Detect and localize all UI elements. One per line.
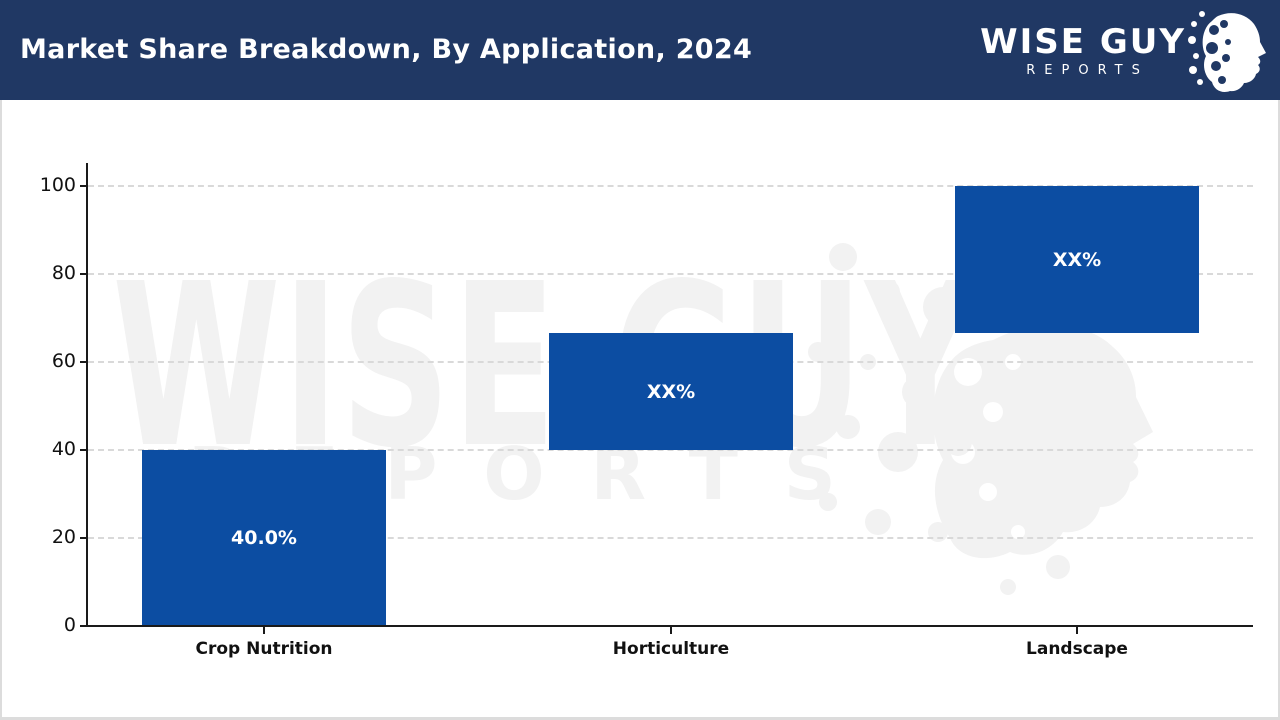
- y-tick-label-20: 20: [51, 526, 76, 548]
- x-tick-horticulture: [670, 627, 672, 634]
- gridline-40: [88, 449, 1253, 451]
- page-border-left: [0, 100, 2, 720]
- page-border-bottom: [0, 717, 1280, 720]
- gridline-80: [88, 273, 1253, 275]
- x-tick-label-crop-nutrition: Crop Nutrition: [195, 639, 333, 659]
- bar-value-label: XX%: [1052, 248, 1102, 271]
- page-title: Market Share Breakdown, By Application, …: [20, 34, 753, 65]
- y-tick-label-80: 80: [51, 262, 76, 284]
- header-bar: Market Share Breakdown, By Application, …: [0, 0, 1280, 100]
- logo-subtitle: REPORTS: [1026, 63, 1149, 78]
- logo-face-icon: [1188, 11, 1266, 92]
- x-tick-crop-nutrition: [263, 627, 265, 634]
- gridline-100: [88, 185, 1253, 187]
- y-tick-80: [80, 273, 88, 275]
- page-border-right: [1278, 100, 1280, 720]
- x-tick-landscape: [1076, 627, 1078, 634]
- y-tick-60: [80, 361, 88, 363]
- y-axis-line: [86, 163, 88, 626]
- bar-crop-nutrition: 40.0%: [142, 450, 386, 626]
- x-tick-label-landscape: Landscape: [1026, 639, 1128, 659]
- y-tick-label-60: 60: [51, 350, 76, 372]
- y-tick-100: [80, 185, 88, 187]
- x-tick-label-horticulture: Horticulture: [612, 639, 730, 659]
- bar-horticulture: XX%: [549, 333, 793, 450]
- y-tick-20: [80, 537, 88, 539]
- logo-wordmark: WISE GUY: [980, 22, 1186, 62]
- gridline-20: [88, 537, 1253, 539]
- brand-logo: WISE GUY REPORTS: [980, 8, 1266, 92]
- bar-value-label: 40.0%: [231, 527, 297, 549]
- y-tick-label-0: 0: [63, 614, 76, 636]
- y-tick-40: [80, 449, 88, 451]
- x-axis-line: [86, 625, 1253, 627]
- watermark-wordmark: WISE GUY: [112, 236, 978, 498]
- y-tick-label-40: 40: [51, 438, 76, 460]
- bar-value-label: XX%: [646, 380, 696, 403]
- bar-landscape: XX%: [955, 186, 1199, 334]
- y-tick-label-100: 100: [39, 174, 76, 196]
- y-tick-0: [80, 625, 88, 627]
- brand-logo-text: WISE GUY REPORTS: [980, 22, 1186, 78]
